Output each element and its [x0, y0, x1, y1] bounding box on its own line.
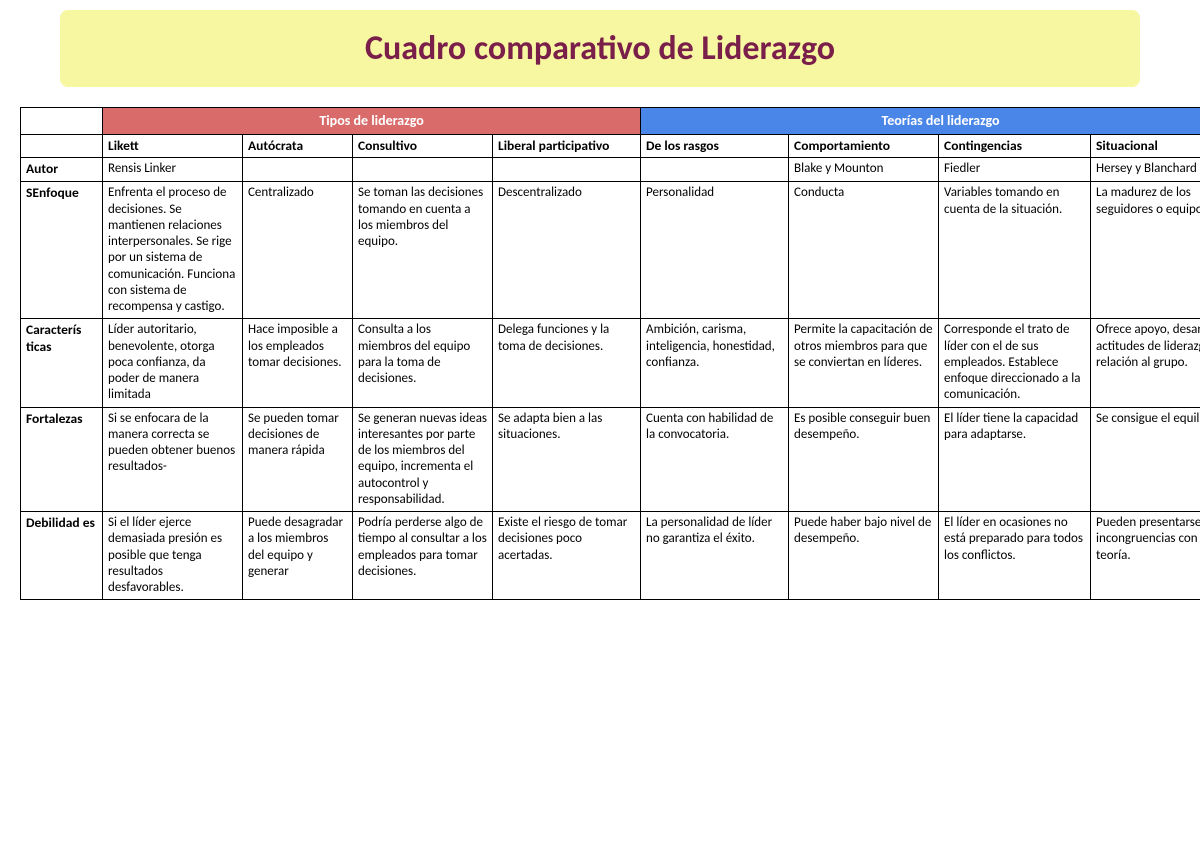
table-cell: Se pueden tomar decisiones de manera ráp…: [243, 407, 353, 512]
table-cell: Permite la capacitación de otros miembro…: [789, 319, 939, 407]
row-label: SEnfoque: [21, 182, 103, 319]
group-header-blank: [21, 108, 103, 135]
column-header-row: Likett Autócrata Consultivo Liberal part…: [21, 134, 1200, 158]
row-label: Autor: [21, 158, 103, 182]
group-header-teorias: Teorías del liderazgo: [641, 108, 1200, 135]
table-cell: Pueden presentarse incongruencias con la…: [1091, 512, 1200, 600]
table-cell: Líder autoritario, benevolente, otorga p…: [103, 319, 243, 407]
page-title-text: Cuadro comparativo de Liderazgo: [365, 28, 835, 69]
column-header: Situacional: [1091, 134, 1200, 158]
group-header-row: Tipos de liderazgo Teorías del liderazgo: [21, 108, 1200, 135]
table-cell: Corresponde el trato de líder con el de …: [939, 319, 1091, 407]
table-cell: Puede haber bajo nivel de desempeño.: [789, 512, 939, 600]
table-cell: Centralizado: [243, 182, 353, 319]
table-cell: Rensis Linker: [103, 158, 243, 182]
table-cell: Ambición, carisma, inteligencia, honesti…: [641, 319, 789, 407]
table-cell: Podría perderse algo de tiempo al consul…: [353, 512, 493, 600]
table-cell: El líder tiene la capacidad para adaptar…: [939, 407, 1091, 512]
table-cell: Cuenta con habilidad de la convocatoria.: [641, 407, 789, 512]
column-header: Autócrata: [243, 134, 353, 158]
page-title-banner: Cuadro comparativo de Liderazgo: [60, 10, 1140, 87]
table-cell: Conducta: [789, 182, 939, 319]
table-cell: Blake y Mounton: [789, 158, 939, 182]
row-label: Debilidad es: [21, 512, 103, 600]
table-cell: [641, 158, 789, 182]
row-label: Caracterís ticas: [21, 319, 103, 407]
column-header: Consultivo: [353, 134, 493, 158]
table-cell: Se toman las decisiones tomando en cuent…: [353, 182, 493, 319]
table-row: FortalezasSi se enfocara de la manera co…: [21, 407, 1200, 512]
column-header: Comportamiento: [789, 134, 939, 158]
table-row: SEnfoqueEnfrenta el proceso de decisione…: [21, 182, 1200, 319]
table-cell: Se consigue el equilibrio.: [1091, 407, 1200, 512]
table-cell: Hersey y Blanchard: [1091, 158, 1200, 182]
table-cell: La personalidad de líder no garantiza el…: [641, 512, 789, 600]
table-cell: Hace imposible a los empleados tomar dec…: [243, 319, 353, 407]
table-cell: Existe el riesgo de tomar decisiones poc…: [493, 512, 641, 600]
table-cell: Puede desagradar a los miembros del equi…: [243, 512, 353, 600]
table-cell: Delega funciones y la toma de decisiones…: [493, 319, 641, 407]
table-cell: [493, 158, 641, 182]
table-cell: Es posible conseguir buen desempeño.: [789, 407, 939, 512]
comparison-table: Tipos de liderazgo Teorías del liderazgo…: [20, 107, 1200, 600]
column-header: Likett: [103, 134, 243, 158]
table-cell: La madurez de los seguidores o equipo.: [1091, 182, 1200, 319]
table-row: Caracterís ticasLíder autoritario, benev…: [21, 319, 1200, 407]
table-body: AutorRensis Linker Blake y MountonFiedler…: [21, 158, 1200, 600]
table-cell: Personalidad: [641, 182, 789, 319]
table-cell: Si el líder ejerce demasiada presión es …: [103, 512, 243, 600]
table-cell: El líder en ocasiones no está preparado …: [939, 512, 1091, 600]
table-row: AutorRensis Linker Blake y MountonFiedler…: [21, 158, 1200, 182]
column-header: De los rasgos: [641, 134, 789, 158]
table-cell: Ofrece apoyo, desarrolla actitudes de li…: [1091, 319, 1200, 407]
table-cell: Fiedler: [939, 158, 1091, 182]
table-cell: Variables tomando en cuenta de la situac…: [939, 182, 1091, 319]
table-cell: [353, 158, 493, 182]
table-cell: Si se enfocara de la manera correcta se …: [103, 407, 243, 512]
group-header-tipos: Tipos de liderazgo: [103, 108, 641, 135]
column-header-blank: [21, 134, 103, 158]
table-cell: Se adapta bien a las situaciones.: [493, 407, 641, 512]
column-header: Liberal participativo: [493, 134, 641, 158]
table-cell: [243, 158, 353, 182]
table-cell: Descentralizado: [493, 182, 641, 319]
table-cell: Enfrenta el proceso de decisiones. Se ma…: [103, 182, 243, 319]
table-cell: Consulta a los miembros del equipo para …: [353, 319, 493, 407]
table-row: Debilidad esSi el líder ejerce demasiada…: [21, 512, 1200, 600]
table-cell: Se generan nuevas ideas interesantes por…: [353, 407, 493, 512]
column-header: Contingencias: [939, 134, 1091, 158]
row-label: Fortalezas: [21, 407, 103, 512]
